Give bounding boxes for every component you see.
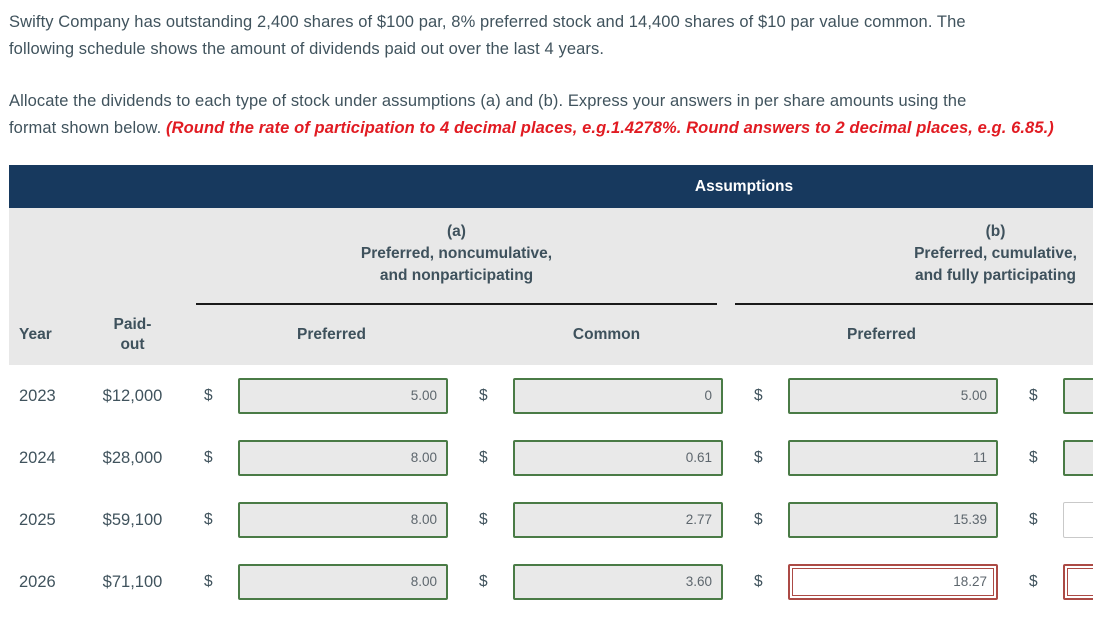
b-preferred-cell: $ 11 [744,440,1019,476]
dollar-sign: $ [204,449,213,466]
dollar-sign: $ [479,387,488,404]
dollar-sign: $ [1029,511,1038,528]
problem-statement-line1: Swifty Company has outstanding 2,400 sha… [9,13,966,31]
b-common-cell: $ [1019,378,1093,414]
rounding-instruction: (Round the rate of participation to 4 de… [166,119,1054,137]
page: Swifty Company has outstanding 2,400 sha… [9,9,1093,613]
assumption-a-line2: and nonparticipating [379,267,534,284]
a-preferred-cell: $ 8.00 [194,440,469,476]
assumptions-banner: Assumptions [9,165,1093,208]
a-common-cell: $ 2.77 [469,502,744,538]
paidout-cell: $12,000 [102,386,163,405]
year-cell: 2026 [19,572,56,591]
dollar-sign: $ [1029,387,1038,404]
problem-statement: Swifty Company has outstanding 2,400 sha… [9,9,1093,142]
a-common-cell: $ 0.61 [469,440,744,476]
dollar-sign: $ [754,387,763,404]
assumptions-banner-label: Assumptions [694,178,794,195]
b-common-input-2024[interactable] [1063,440,1093,476]
col-header-year: Year [19,326,52,343]
b-common-input-2026[interactable] [1063,564,1093,600]
col-header-paid-out: Paid- out [113,316,152,353]
assumption-b-line2: and fully participating [914,267,1077,284]
problem-statement-line2: following schedule shows the amount of d… [9,40,605,58]
a-common-cell: $ 0 [469,378,744,414]
table-row: 2025 $59,100 $ 8.00 $ 2.77 $ 15.39 $ [9,489,1093,551]
instructions: Allocate the dividends to each type of s… [9,88,1093,142]
year-cell: 2025 [19,510,56,529]
table-row: 2026 $71,100 $ 8.00 $ 3.60 $ 18.27 $ [9,551,1093,613]
dollar-sign: $ [1029,573,1038,590]
a-common-input-2025[interactable]: 2.77 [513,502,723,538]
a-preferred-cell: $ 8.00 [194,502,469,538]
dollar-sign: $ [479,573,488,590]
col-header-a-preferred: Preferred [297,326,366,343]
dividend-allocation-table: Assumptions (a) Preferred, noncumulative… [9,165,1093,613]
year-cell: 2024 [19,448,56,467]
assumption-b-tag: (b) [985,223,1006,240]
dollar-sign: $ [754,449,763,466]
b-preferred-cell: $ 5.00 [744,378,1019,414]
dollar-sign: $ [479,449,488,466]
b-common-cell: $ [1019,502,1093,538]
a-common-cell: $ 3.60 [469,564,744,600]
a-common-input-2024[interactable]: 0.61 [513,440,723,476]
dollar-sign: $ [1029,449,1038,466]
dollar-sign: $ [754,511,763,528]
assumption-a-line1: Preferred, noncumulative, [360,245,553,262]
dollar-sign: $ [204,387,213,404]
dollar-sign: $ [204,511,213,528]
table-row: 2023 $12,000 $ 5.00 $ 0 $ 5.00 $ [9,365,1093,427]
dollar-sign: $ [754,573,763,590]
b-preferred-input-2025[interactable]: 15.39 [788,502,998,538]
instructions-line2: format shown below. (Round the rate of p… [9,115,1093,142]
b-preferred-input-2024[interactable]: 11 [788,440,998,476]
table-header-panel: (a) Preferred, noncumulative, and nonpar… [9,208,1093,365]
a-preferred-input-2023[interactable]: 5.00 [238,378,448,414]
year-cell: 2023 [19,386,56,405]
col-header-b-preferred: Preferred [847,326,916,343]
instructions-line2-prefix: format shown below. [9,119,166,137]
b-common-input-2023[interactable] [1063,378,1093,414]
assumption-a-tag: (a) [447,223,466,240]
b-preferred-input-2026[interactable]: 18.27 [788,564,998,600]
a-preferred-cell: $ 5.00 [194,378,469,414]
dollar-sign: $ [479,511,488,528]
b-preferred-cell: $ 18.27 [744,564,1019,600]
paidout-cell: $71,100 [102,572,163,591]
column-header-row: Year Paid- out Preferred Common Preferre… [9,305,1093,365]
a-common-input-2023[interactable]: 0 [513,378,723,414]
assumption-b-line1: Preferred, cumulative, [914,245,1077,262]
a-preferred-input-2025[interactable]: 8.00 [238,502,448,538]
table-row: 2024 $28,000 $ 8.00 $ 0.61 $ 11 $ [9,427,1093,489]
paidout-cell: $59,100 [102,510,163,529]
b-common-input-2025[interactable] [1063,502,1093,538]
b-preferred-input-2023[interactable]: 5.00 [788,378,998,414]
paidout-cell: $28,000 [102,448,163,467]
col-header-a-common: Common [572,326,641,343]
b-common-cell: $ [1019,564,1093,600]
a-preferred-cell: $ 8.00 [194,564,469,600]
assumption-a-header: (a) Preferred, noncumulative, and nonpar… [196,221,717,305]
b-common-cell: $ [1019,440,1093,476]
dollar-sign: $ [204,573,213,590]
a-common-input-2026[interactable]: 3.60 [513,564,723,600]
assumption-b-header: (b) Preferred, cumulative, and fully par… [735,221,1093,305]
instructions-line1: Allocate the dividends to each type of s… [9,92,967,110]
b-preferred-cell: $ 15.39 [744,502,1019,538]
a-preferred-input-2024[interactable]: 8.00 [238,440,448,476]
a-preferred-input-2026[interactable]: 8.00 [238,564,448,600]
